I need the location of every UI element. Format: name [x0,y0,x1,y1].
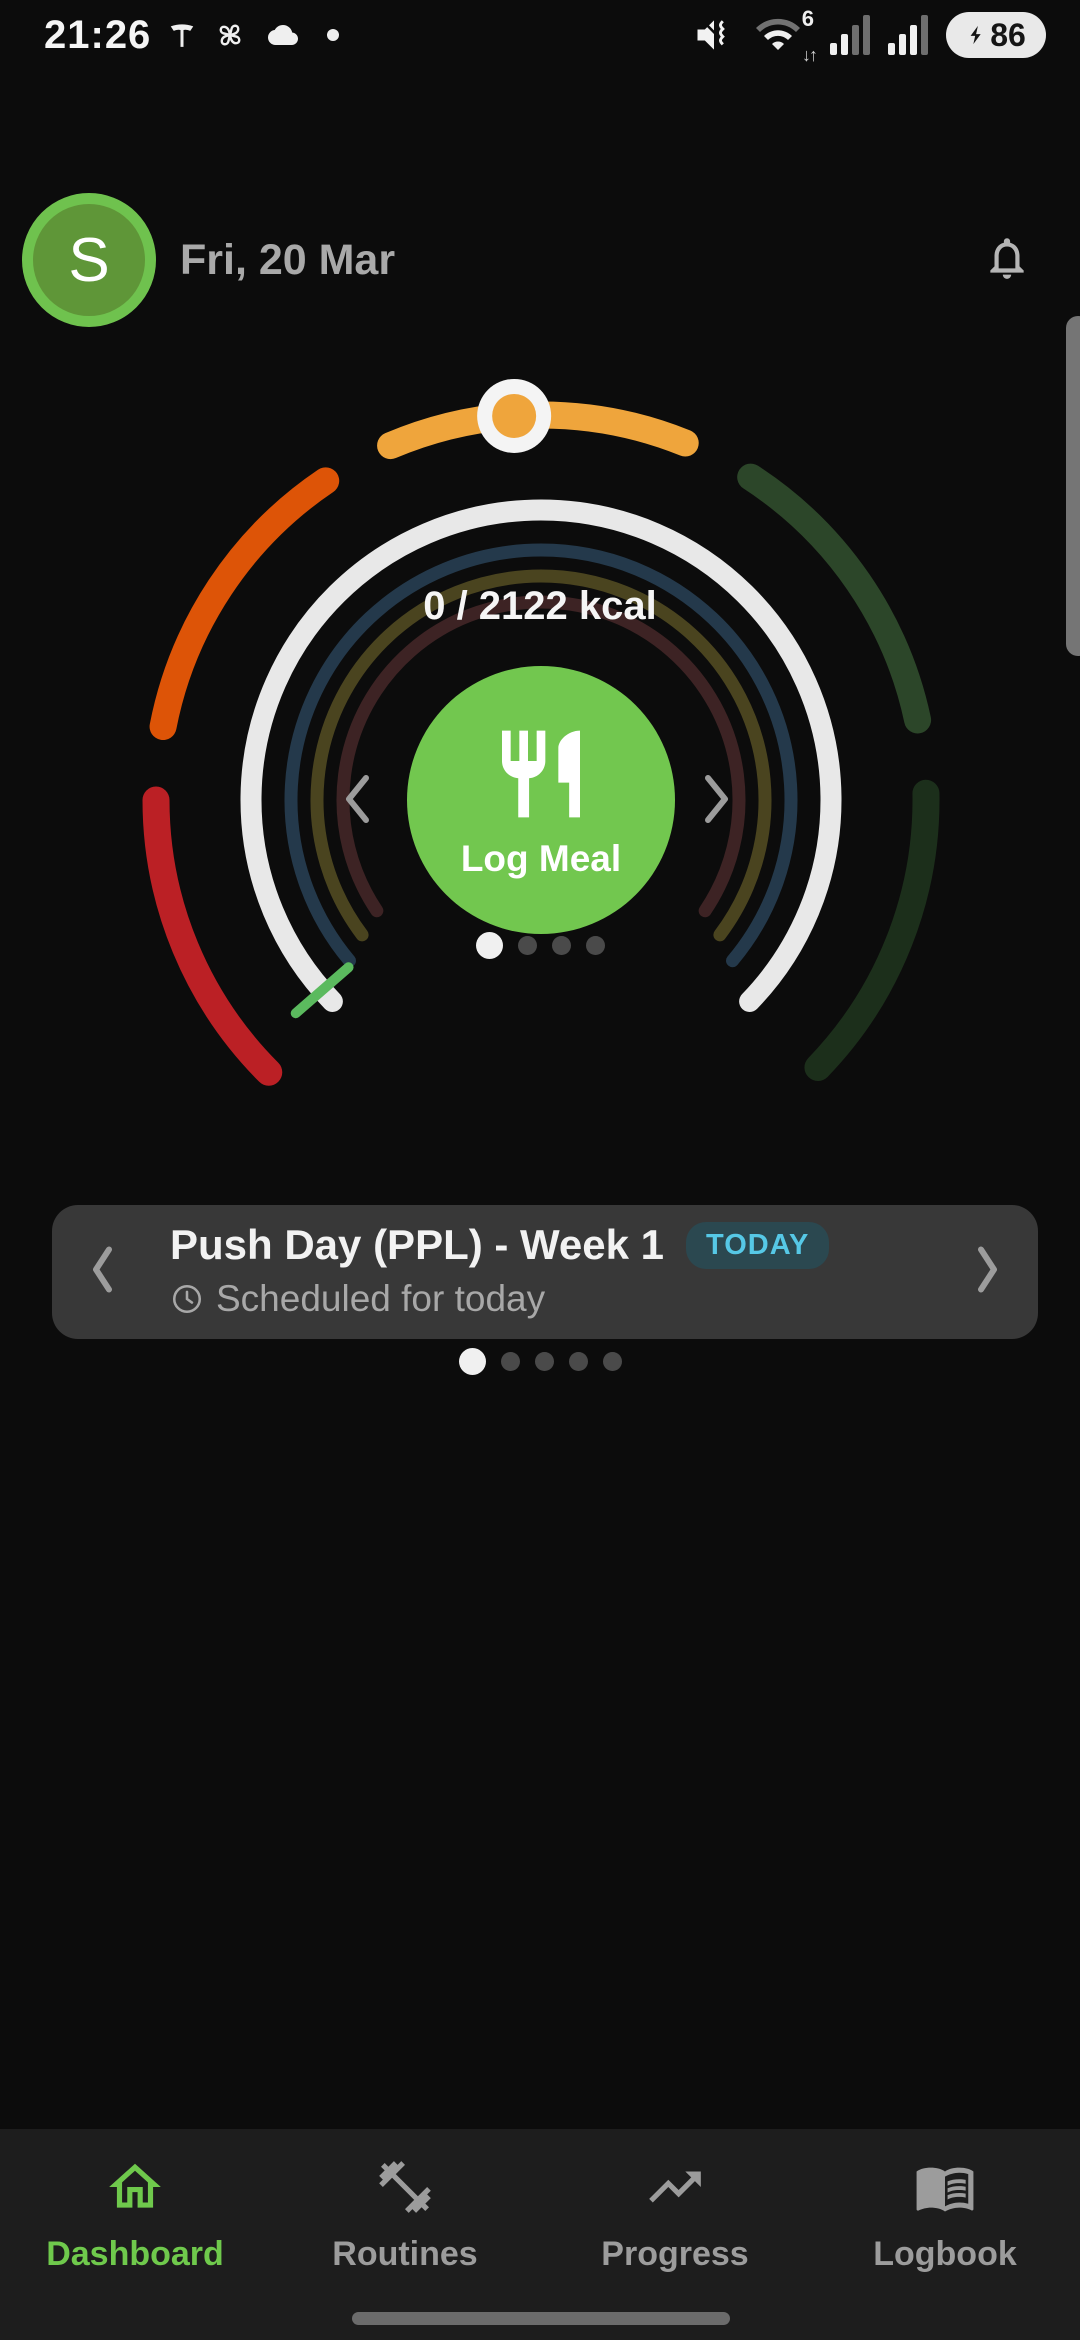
page-dot[interactable] [568,1352,588,1371]
book-icon [914,2155,976,2219]
fan-icon [213,18,247,52]
workout-title: Push Day (PPL) - Week 1 [170,1221,665,1268]
home-icon [104,2155,166,2219]
page-dot[interactable] [475,932,503,959]
page-dot[interactable] [517,936,537,955]
dark-green-zone [804,779,940,1081]
signal-bars-primary [830,15,870,55]
nav-label: Dashboard [46,2235,224,2273]
red-zone [142,786,283,1086]
page-dot[interactable] [551,936,571,955]
calorie-track-arc [240,499,842,1012]
signal-bars-secondary [888,15,928,55]
bell-icon[interactable] [982,233,1032,288]
nav-label: Routines [332,2235,478,2273]
clock-time: 21:26 [44,12,152,57]
nav-item-progress[interactable]: Progress [540,2129,810,2340]
status-bar: 21:26 [0,0,1080,70]
page-dot[interactable] [602,1352,622,1371]
trending-up-icon [644,2155,706,2219]
nav-label: Progress [601,2235,749,2273]
card-next-chevron-icon[interactable] [974,1244,1002,1301]
fat-ring [336,595,746,918]
today-badge: TODAY [686,1221,830,1269]
dim-green-zone [737,463,932,734]
log-meal-label: Log Meal [460,838,622,879]
card-prev-chevron-icon[interactable] [88,1244,116,1301]
volume-muted-icon [692,13,736,57]
wifi-traffic-arrows: ↓↑ [802,45,818,65]
nav-item-logbook[interactable]: Logbook [810,2129,1080,2340]
workout-card[interactable]: Push Day (PPL) - Week 1 TODAY Scheduled … [52,1205,1038,1339]
clock-icon [172,1284,202,1314]
notification-dot [327,29,340,41]
calorie-summary-label: 0 / 2122 kcal [423,584,657,628]
wifi-icon: 6 ↓↑ [754,6,818,65]
header: S Fri, 20 Mar [22,192,1032,328]
nav-item-routines[interactable]: Routines [270,2129,540,2340]
tesla-icon [167,18,197,52]
cloud-icon [263,20,303,50]
log-meal-button[interactable]: Log Meal [407,666,675,934]
date-label: Fri, 20 Mar [180,235,396,284]
scrollbar-thumb[interactable] [1066,316,1080,656]
dumbbell-icon [374,2155,436,2219]
nav-item-dashboard[interactable]: Dashboard [0,2129,270,2340]
page-dot[interactable] [534,1352,554,1371]
gauge-knob-center [492,393,537,438]
gauge-page-dots[interactable] [0,932,1080,959]
avatar[interactable]: S [22,193,156,327]
gauge-next-chevron-icon[interactable] [700,768,738,830]
wifi-generation-label: 6 [801,6,814,31]
page-dot[interactable] [585,936,605,955]
calorie-gauge [142,378,940,1086]
workout-page-dots[interactable] [0,1348,1080,1375]
log-meal-circle [407,666,675,934]
home-indicator[interactable] [352,2312,730,2325]
avatar-initial: S [68,225,110,295]
page-dot[interactable] [500,1352,520,1371]
fork-knife-icon [502,730,580,818]
protein-ring [284,543,798,968]
charging-bolt-icon [970,25,981,45]
page-dot[interactable] [458,1348,486,1375]
battery-percent: 86 [990,16,1026,53]
battery-indicator: 86 [946,12,1046,58]
workout-subtitle: Scheduled for today [216,1278,546,1319]
bottom-nav: Dashboard Routines Progress Logbook [0,2129,1080,2340]
progress-needle [290,962,354,1019]
carbs-ring [310,569,772,942]
orange-zone [149,467,340,741]
gauge-prev-chevron-icon[interactable] [340,768,378,830]
nav-label: Logbook [873,2235,1017,2273]
